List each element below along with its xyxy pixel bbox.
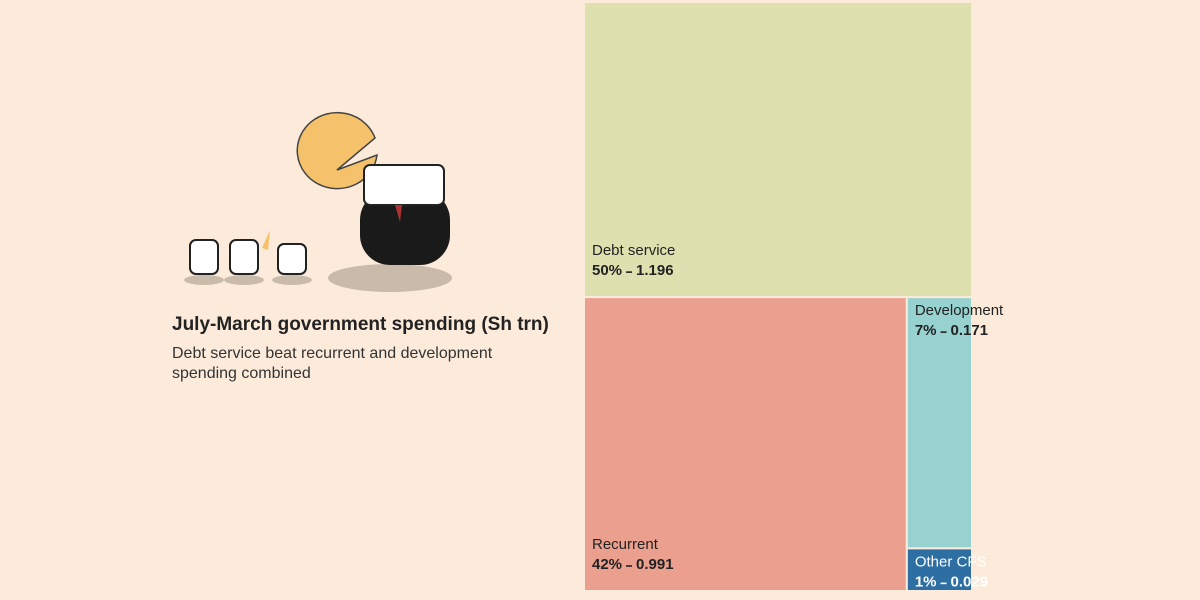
- cell-label: Other CFS: [915, 553, 987, 570]
- illustration: [184, 111, 452, 292]
- share-label: 7%: [915, 322, 937, 339]
- treemap-cell: [583, 296, 908, 592]
- treemap-cell: [905, 547, 973, 593]
- chart-title: July-March government spending (Sh trn): [172, 314, 549, 335]
- chart-subtitle: spending combined: [172, 365, 311, 382]
- share-label: 42%: [592, 556, 622, 573]
- cell-label: Development: [915, 302, 1004, 319]
- value-label: 0.171: [951, 322, 989, 339]
- cell-label: Debt service: [592, 242, 675, 259]
- treemap-cell: [905, 296, 973, 550]
- value-label: 0.991: [636, 556, 674, 573]
- share-label: 50%: [592, 262, 622, 279]
- cell-label: Recurrent: [592, 536, 659, 553]
- share-label: 1%: [915, 573, 937, 590]
- value-label: 0.029: [951, 573, 989, 590]
- treemap-cell: [583, 1, 973, 299]
- value-label: 1.196: [636, 262, 674, 279]
- chart-subtitle: Debt service beat recurrent and developm…: [172, 345, 493, 362]
